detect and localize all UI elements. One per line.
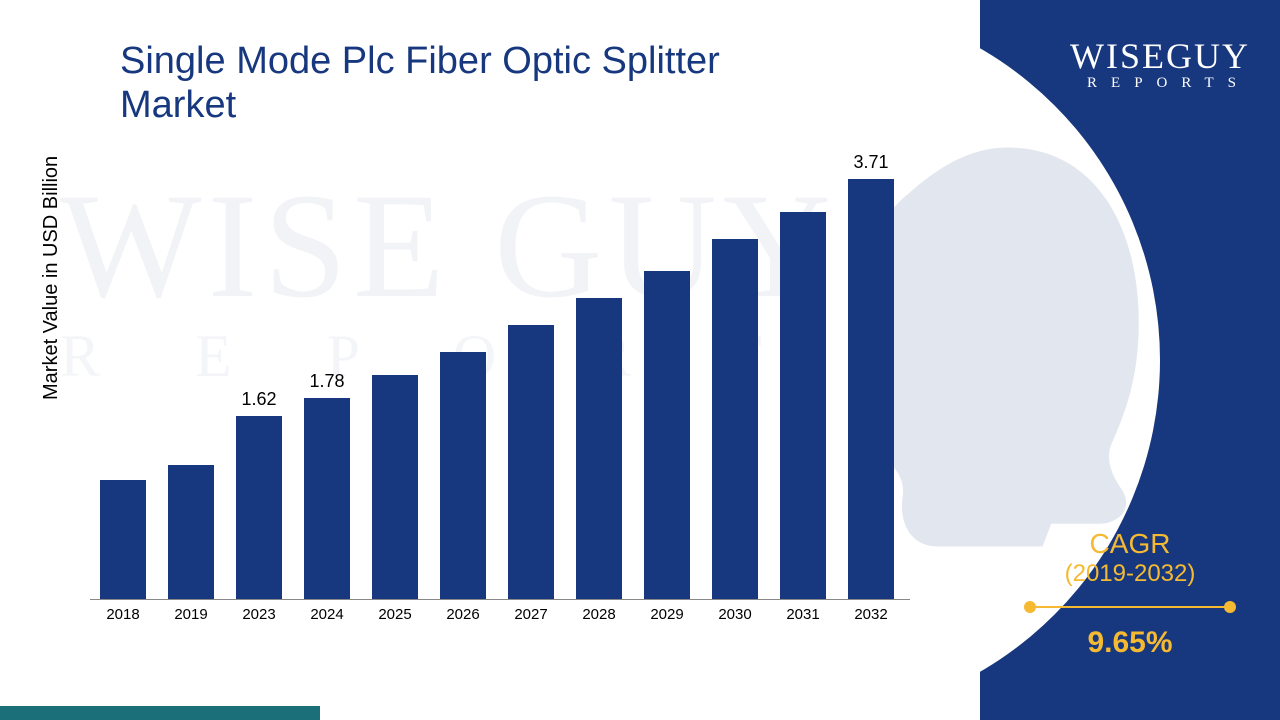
x-tick: 2030: [718, 606, 751, 623]
x-tick: 2032: [854, 606, 887, 623]
bar-value-label: 3.71: [853, 152, 888, 173]
x-tick: 2031: [786, 606, 819, 623]
bar: [712, 239, 758, 599]
chart-title: Single Mode Plc Fiber Optic Splitter Mar…: [120, 40, 740, 127]
bar: [168, 465, 214, 599]
x-tick: 2027: [514, 606, 547, 623]
brand-logo-sub: REPORTS: [1070, 75, 1250, 92]
cagr-box: CAGR (2019-2032) 9.65%: [1020, 528, 1240, 660]
bar-value-label: 1.62: [241, 389, 276, 410]
page: WISE GUY R E P O R T S Single Mode Plc F…: [0, 0, 1280, 720]
cagr-value: 9.65%: [1020, 626, 1240, 660]
bar: [508, 325, 554, 599]
y-axis-label: Market Value in USD Billion: [40, 156, 63, 400]
x-tick: 2024: [310, 606, 343, 623]
x-tick: 2018: [106, 606, 139, 623]
brand-logo-main: WISEGUY: [1070, 35, 1250, 77]
cagr-divider: [1030, 606, 1230, 608]
cagr-title: CAGR: [1020, 528, 1240, 560]
x-tick: 2025: [378, 606, 411, 623]
bar-chart: 1.621.783.71 201820192023202420252026202…: [90, 170, 910, 630]
bar: [304, 398, 350, 600]
brand-word-a: WISE: [1070, 36, 1166, 76]
bar: [236, 416, 282, 599]
brand-word-b: GUY: [1166, 36, 1250, 76]
plot-area: 1.621.783.71: [90, 170, 910, 600]
x-tick: 2023: [242, 606, 275, 623]
bar: [440, 352, 486, 599]
bar: [576, 298, 622, 599]
x-tick: 2028: [582, 606, 615, 623]
bar-value-label: 1.78: [309, 371, 344, 392]
bar: [100, 480, 146, 599]
bar: [780, 212, 826, 599]
x-tick: 2029: [650, 606, 683, 623]
bar: [848, 179, 894, 599]
x-tick: 2026: [446, 606, 479, 623]
bottom-accent-bar: [0, 706, 320, 720]
brand-logo: WISEGUY REPORTS: [1070, 35, 1250, 92]
x-tick: 2019: [174, 606, 207, 623]
bar: [372, 375, 418, 599]
cagr-range: (2019-2032): [1020, 560, 1240, 588]
bar: [644, 271, 690, 599]
